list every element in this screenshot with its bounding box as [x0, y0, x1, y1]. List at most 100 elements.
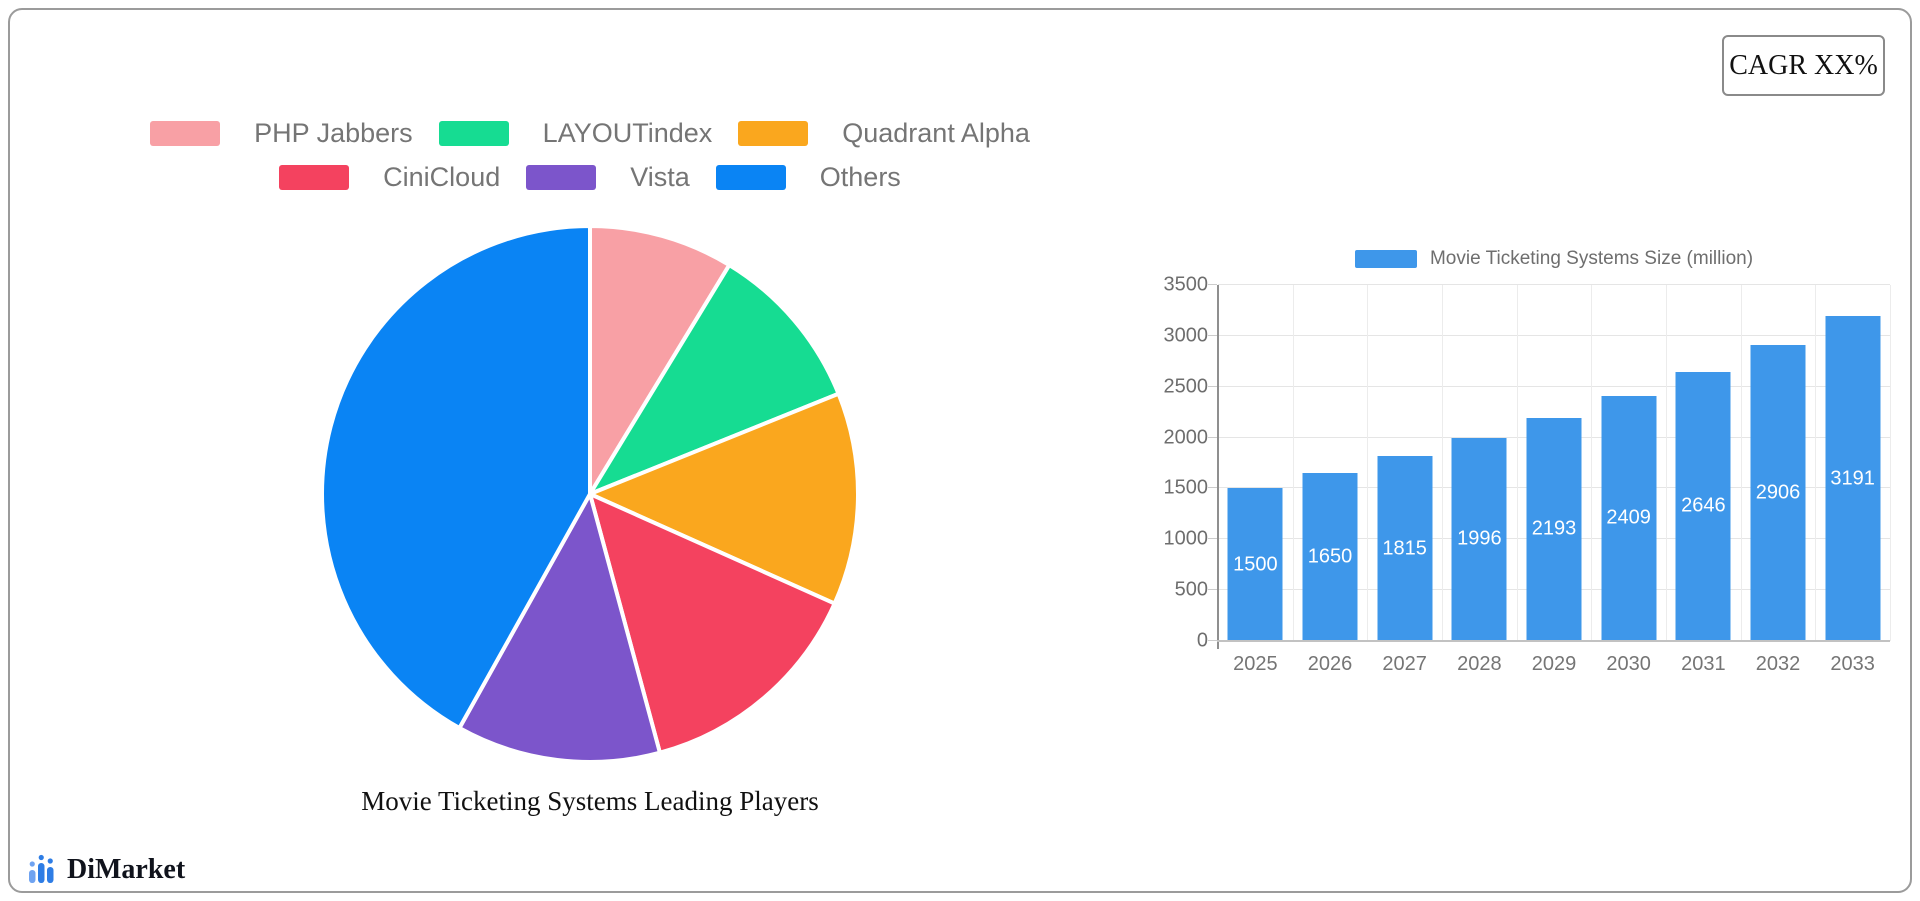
bar-legend-label: Movie Ticketing Systems Size (million)	[1429, 248, 1754, 269]
legend-item-others[interactable]: Others	[715, 162, 901, 193]
v-gridline-3	[1442, 285, 1443, 641]
bar-band-2033: 3191	[1815, 285, 1890, 641]
legend-swatch-layoutindex	[438, 120, 509, 146]
y-tick-mark-0	[1208, 640, 1217, 641]
y-tick-mark-1000	[1208, 538, 1217, 540]
y-axis-line	[1217, 285, 1219, 649]
legend-swatch-others	[715, 164, 786, 190]
mini-bar-chart-icon	[29, 854, 54, 883]
pie-legend-row-1: PHP Jabbers LAYOUTindex Quadrant Alpha	[0, 116, 1180, 150]
brand-icon-bar-2	[38, 863, 45, 883]
bar-band-2025: 1500	[1218, 285, 1293, 641]
v-gridline-7	[1740, 285, 1742, 641]
bar-band-2029: 2193	[1517, 285, 1592, 641]
x-tick-label-2031: 2031	[1681, 653, 1726, 675]
bar-value-label-2029: 2193	[1531, 517, 1577, 540]
legend-item-php-jabbers[interactable]: PHP Jabbers	[150, 118, 413, 149]
x-tick-label-2028: 2028	[1457, 653, 1502, 675]
y-tick-mark-500	[1208, 589, 1217, 591]
cagr-label: CAGR XX%	[1729, 49, 1878, 81]
x-tick-label-2029: 2029	[1531, 653, 1577, 675]
bar-value-label-2032: 2906	[1755, 481, 1801, 504]
pie-slice-layoutindex	[588, 263, 841, 496]
bar-2031: 2646	[1675, 371, 1731, 641]
x-tick-label-2026: 2026	[1307, 653, 1353, 675]
bar-chart-panel: Movie Ticketing Systems Size (million) 0…	[1164, 245, 1891, 675]
legend-item-cinicloud[interactable]: CiniCloud	[279, 162, 500, 193]
bar-2028: 1996	[1451, 437, 1507, 641]
y-tick-mark-3000	[1208, 334, 1217, 336]
brand-icon-dot-1	[29, 861, 35, 867]
y-tick-label-2000: 2000	[1163, 426, 1209, 449]
bar-legend-swatch	[1354, 250, 1417, 268]
bar-2027: 1815	[1377, 456, 1433, 641]
bar-band-2030: 2409	[1591, 285, 1666, 641]
x-tick-label-2032: 2032	[1755, 653, 1801, 675]
bar-value-label-2027: 1815	[1382, 537, 1427, 560]
brand-icon-dot-2	[38, 854, 44, 861]
h-gridline-2500	[1218, 385, 1890, 387]
pie-chart-title: Movie Ticketing Systems Leading Players	[361, 786, 819, 816]
bar-2033: 3191	[1825, 316, 1881, 641]
y-tick-label-1500: 1500	[1163, 476, 1209, 499]
brand-name: DiMarket	[67, 854, 186, 885]
y-tick-label-0: 0	[1196, 629, 1208, 652]
legend-swatch-quadrant-alpha	[738, 120, 809, 146]
v-gridline-9	[1890, 285, 1891, 641]
y-tick-label-1000: 1000	[1163, 527, 1209, 550]
x-axis-line	[1217, 640, 1890, 642]
bar-value-label-2026: 1650	[1307, 545, 1353, 568]
brand-icon-bar-1	[29, 870, 36, 883]
y-tick-mark-2000	[1208, 436, 1217, 438]
bar-value-label-2031: 2646	[1681, 494, 1726, 517]
brand-icon-bar-3	[47, 867, 54, 883]
legend-label-layoutindex: LAYOUTindex	[542, 117, 713, 148]
pie-slice-others	[320, 224, 592, 731]
brand-icon-dot-3	[47, 858, 53, 864]
legend-item-quadrant-alpha[interactable]: Quadrant Alpha	[738, 118, 1030, 149]
y-tick-label-3000: 3000	[1163, 324, 1209, 347]
bar-2029: 2193	[1526, 417, 1582, 641]
pie-legend-row-2: CiniCloud Vista Others	[0, 160, 1180, 194]
bar-2025: 1500	[1227, 488, 1283, 641]
bar-band-2026: 1650	[1293, 285, 1368, 641]
bar-band-2032: 2906	[1741, 285, 1816, 641]
bar-value-label-2028: 1996	[1457, 527, 1502, 550]
legend-swatch-vista	[526, 164, 597, 190]
y-tick-mark-3500	[1208, 284, 1217, 285]
v-gridline-1	[1292, 285, 1294, 641]
cagr-badge: CAGR XX%	[1722, 35, 1885, 96]
pie-chart	[320, 224, 860, 764]
bar-chart-legend[interactable]: Movie Ticketing Systems Size (million)	[1218, 245, 1890, 273]
x-tick-label-2027: 2027	[1382, 653, 1427, 675]
bar-value-label-2033: 3191	[1830, 467, 1875, 490]
bar-plot-area: 0 500 1000 1500 2000 2500 3000 3500 1500 2025 1650…	[1164, 274, 1891, 675]
h-gridline-3500	[1218, 284, 1890, 285]
v-gridline-6	[1666, 285, 1667, 641]
legend-item-layoutindex[interactable]: LAYOUTindex	[438, 117, 713, 149]
legend-label-quadrant-alpha: Quadrant Alpha	[842, 117, 1030, 148]
legend-item-vista[interactable]: Vista	[526, 162, 690, 193]
bar-band-2028: 1996	[1442, 285, 1517, 641]
legend-swatch-cinicloud	[279, 164, 350, 190]
bar-value-label-2030: 2409	[1606, 506, 1651, 529]
y-tick-mark-1500	[1208, 487, 1217, 489]
x-tick-label-2030: 2030	[1606, 653, 1651, 675]
pie-slice-cinicloud	[588, 492, 837, 755]
pie-slice-vista	[457, 492, 662, 764]
bar-band-2031: 2646	[1666, 285, 1741, 641]
legend-swatch-php-jabbers	[150, 120, 221, 146]
bar-2030: 2409	[1601, 395, 1657, 641]
x-tick-label-2033: 2033	[1830, 653, 1875, 675]
pie-slice-quadrant-alpha	[588, 391, 860, 606]
bar-2026: 1650	[1302, 473, 1358, 641]
brand-logo: DiMarket	[26, 854, 185, 886]
y-tick-mark-2500	[1208, 385, 1217, 387]
v-gridline-5	[1591, 285, 1593, 641]
pie-legend: PHP Jabbers LAYOUTindex Quadrant Alpha Cini…	[0, 116, 1180, 194]
x-tick-label-2025: 2025	[1233, 653, 1278, 675]
v-gridline-2	[1367, 285, 1369, 641]
pie-slice-php-jabbers	[588, 224, 732, 496]
h-gridline-3000	[1218, 334, 1890, 336]
y-tick-label-500: 500	[1174, 578, 1208, 601]
